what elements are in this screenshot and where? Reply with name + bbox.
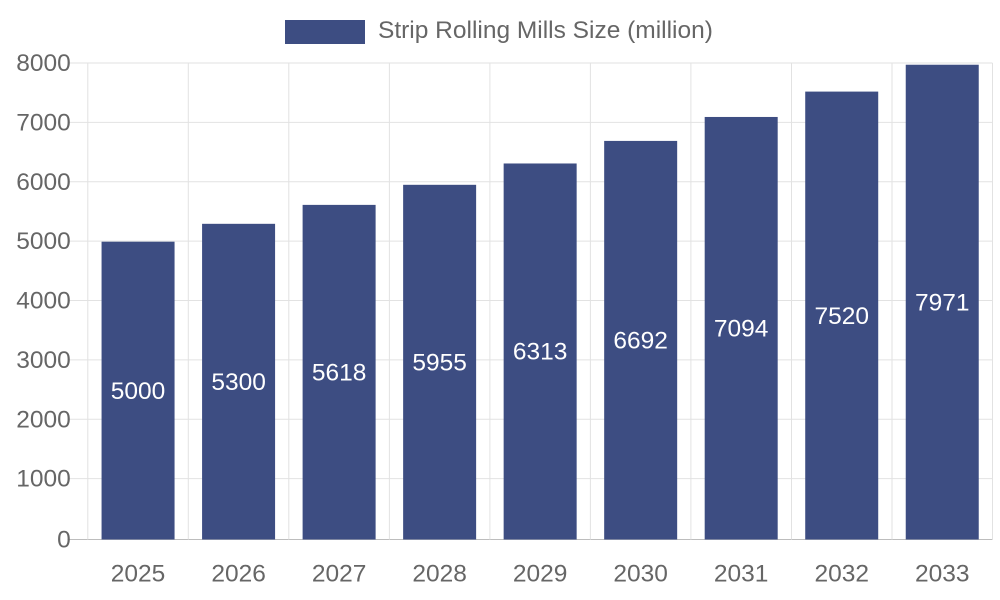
svg-text:2033: 2033 [915, 561, 970, 588]
svg-text:2000: 2000 [16, 406, 71, 433]
svg-text:6692: 6692 [613, 327, 668, 354]
svg-text:7094: 7094 [714, 315, 769, 342]
svg-text:4000: 4000 [16, 288, 71, 315]
svg-text:5955: 5955 [412, 349, 467, 376]
svg-text:7000: 7000 [16, 109, 71, 136]
svg-text:6313: 6313 [513, 339, 568, 366]
svg-text:5618: 5618 [312, 359, 367, 386]
svg-text:5000: 5000 [111, 378, 166, 405]
svg-text:2030: 2030 [613, 561, 668, 588]
svg-text:6000: 6000 [16, 169, 71, 196]
svg-text:2027: 2027 [312, 561, 367, 588]
svg-text:1000: 1000 [16, 466, 71, 493]
svg-text:7520: 7520 [814, 303, 869, 330]
svg-text:Strip Rolling Mills Size (mill: Strip Rolling Mills Size (million) [378, 17, 713, 44]
svg-text:2028: 2028 [412, 561, 467, 588]
svg-text:3000: 3000 [16, 347, 71, 374]
svg-text:0: 0 [57, 527, 71, 554]
svg-text:2032: 2032 [814, 561, 869, 588]
svg-text:8000: 8000 [16, 50, 71, 77]
svg-text:2025: 2025 [111, 561, 166, 588]
svg-text:2029: 2029 [513, 561, 568, 588]
svg-text:5300: 5300 [211, 369, 266, 396]
svg-text:2031: 2031 [714, 561, 769, 588]
svg-text:5000: 5000 [16, 228, 71, 255]
svg-text:7971: 7971 [915, 289, 970, 316]
svg-text:2026: 2026 [211, 561, 266, 588]
